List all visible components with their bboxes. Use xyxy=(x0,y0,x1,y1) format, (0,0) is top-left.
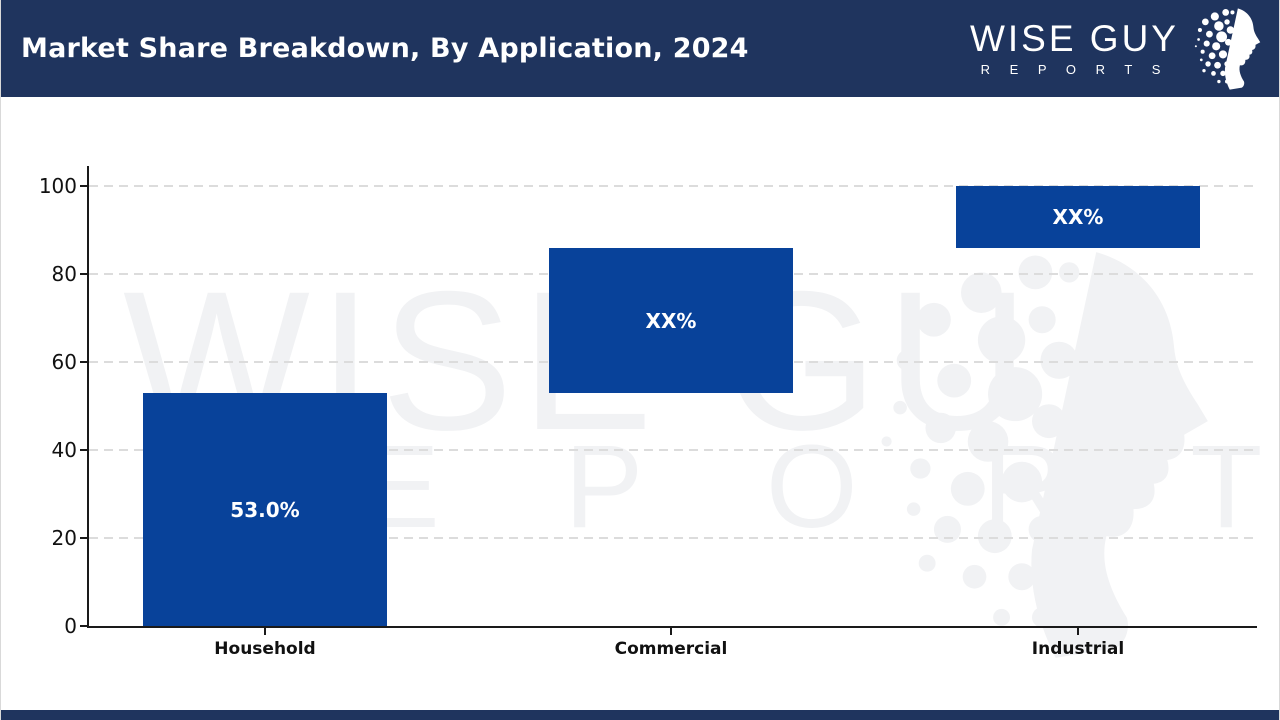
x-axis-line xyxy=(87,626,1257,628)
y-tick-label-20: 20 xyxy=(51,526,77,550)
footer-bar xyxy=(1,710,1279,720)
y-axis-tick xyxy=(80,273,87,275)
y-tick-label-0: 0 xyxy=(64,614,77,638)
y-axis-tick xyxy=(80,185,87,187)
x-tick-label-household: Household xyxy=(214,639,316,659)
logo-head-icon xyxy=(1194,7,1261,90)
gridline-100 xyxy=(89,185,1255,187)
x-axis-tick xyxy=(670,628,672,635)
y-axis-tick xyxy=(80,361,87,363)
bar-value-label: XX% xyxy=(645,308,697,333)
watermark-head-icon xyxy=(881,252,1208,658)
x-tick-label-commercial: Commercial xyxy=(614,639,728,659)
y-tick-label-100: 100 xyxy=(38,174,77,198)
y-tick-label-60: 60 xyxy=(51,350,77,374)
logo-text: WISE GUY R E P O R T S xyxy=(970,20,1179,77)
y-axis-tick xyxy=(80,625,87,627)
page-title: Market Share Breakdown, By Application, … xyxy=(21,33,749,64)
bar-commercial: XX% xyxy=(549,248,793,393)
bar-household: 53.0% xyxy=(143,393,387,626)
logo-subtitle: R E P O R T S xyxy=(980,62,1169,77)
x-axis-tick xyxy=(264,628,266,635)
y-axis-tick xyxy=(80,537,87,539)
x-tick-label-industrial: Industrial xyxy=(1031,639,1125,659)
x-axis-tick xyxy=(1077,628,1079,635)
y-tick-label-80: 80 xyxy=(51,262,77,286)
bar-value-label: XX% xyxy=(1052,205,1104,229)
bar-industrial: XX% xyxy=(956,186,1200,248)
wise-guy-reports-logo: WISE GUY R E P O R T S xyxy=(970,7,1263,91)
y-axis-line xyxy=(87,166,89,626)
y-axis-tick xyxy=(80,449,87,451)
gridline-40 xyxy=(89,449,1255,451)
header-bar: Market Share Breakdown, By Application, … xyxy=(1,0,1279,97)
y-tick-label-40: 40 xyxy=(51,438,77,462)
gridline-20 xyxy=(89,537,1255,539)
bar-value-label: 53.0% xyxy=(230,497,300,522)
logo-wordmark: WISE GUY xyxy=(969,18,1179,59)
